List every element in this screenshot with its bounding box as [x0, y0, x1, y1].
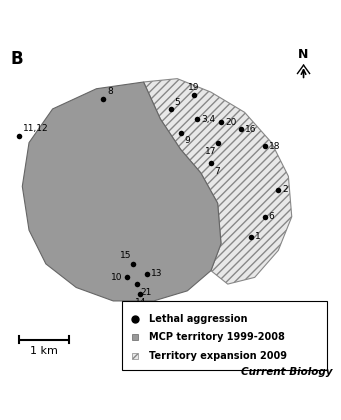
Polygon shape — [144, 79, 292, 284]
Text: 21: 21 — [140, 288, 151, 297]
Text: Lethal aggression: Lethal aggression — [149, 314, 247, 323]
Text: Current Biology: Current Biology — [241, 367, 332, 377]
Text: 19: 19 — [188, 83, 200, 92]
Text: 17: 17 — [205, 147, 216, 156]
Text: 10: 10 — [111, 273, 123, 282]
Text: 2: 2 — [282, 185, 288, 194]
Bar — [132, 353, 138, 359]
Text: 9: 9 — [184, 136, 190, 145]
Text: B: B — [11, 50, 23, 68]
Text: 16: 16 — [245, 125, 257, 134]
Text: 18: 18 — [269, 142, 280, 150]
Text: 11,12: 11,12 — [23, 124, 48, 133]
Bar — [132, 334, 138, 340]
Text: 1: 1 — [255, 232, 261, 241]
Text: 1 km: 1 km — [30, 346, 58, 356]
Text: MCP territory 1999-2008: MCP territory 1999-2008 — [149, 332, 284, 342]
Text: 3,4: 3,4 — [202, 115, 216, 123]
Text: N: N — [298, 48, 309, 61]
Text: 20: 20 — [225, 118, 236, 127]
Text: 15: 15 — [120, 251, 132, 260]
Text: 13: 13 — [151, 270, 162, 278]
Text: 14: 14 — [134, 298, 146, 307]
Text: 5: 5 — [175, 98, 180, 107]
FancyBboxPatch shape — [122, 301, 327, 370]
Text: Territory expansion 2009: Territory expansion 2009 — [149, 351, 286, 361]
Text: 6: 6 — [269, 212, 275, 221]
Text: 8: 8 — [107, 87, 113, 96]
Polygon shape — [22, 82, 221, 301]
Text: 7: 7 — [214, 167, 220, 176]
